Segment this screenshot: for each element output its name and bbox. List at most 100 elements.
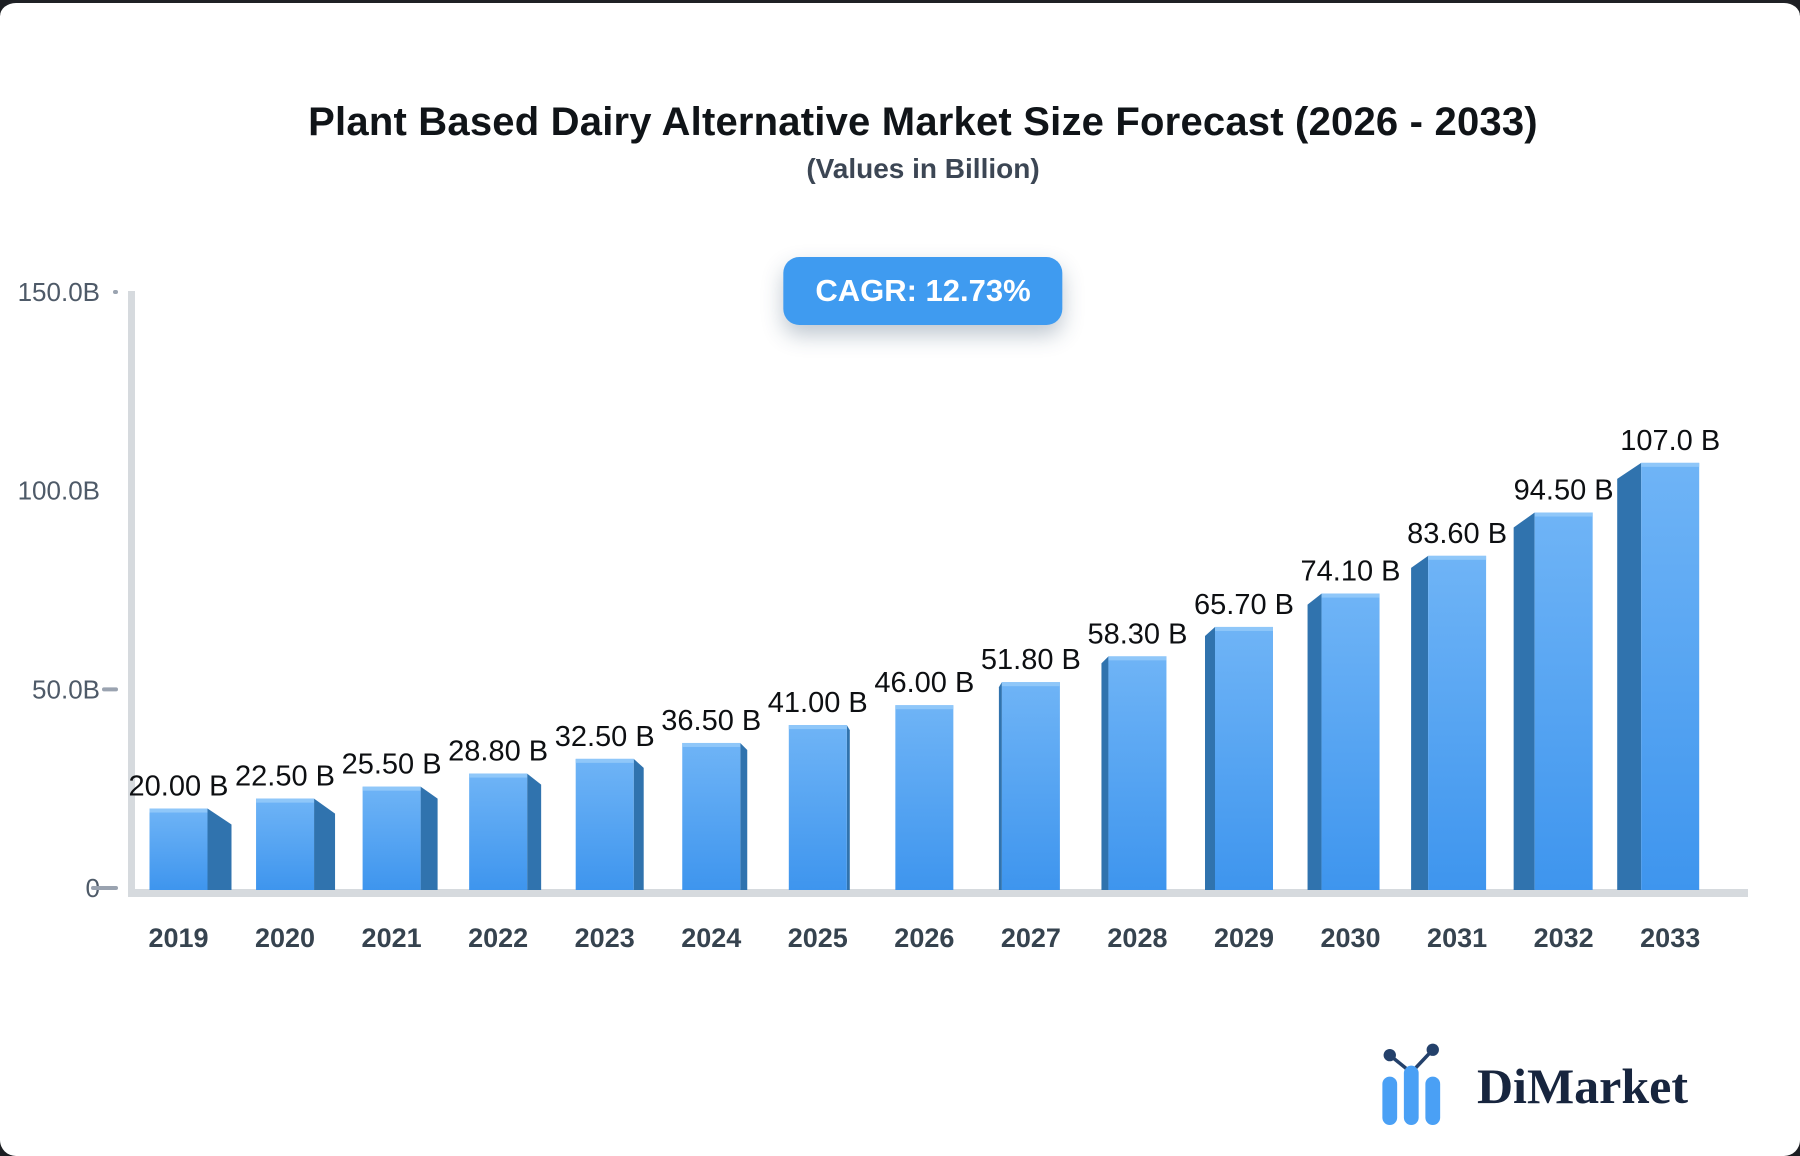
y-tick-label-150: 150.0B <box>18 277 100 307</box>
bar-group-2020: 22.50 B 2020 <box>235 761 336 953</box>
bar-value-label: 65.70 B <box>1194 589 1294 621</box>
bar-side-face <box>740 742 748 890</box>
bar-side-face <box>1101 656 1109 890</box>
x-tick-label-2020: 2020 <box>255 923 315 953</box>
y-tick-mark-0 <box>91 886 118 890</box>
bar-front-face <box>1428 555 1487 890</box>
x-tick-label-2023: 2023 <box>575 923 635 953</box>
bar-group-2022: 28.80 B 2022 <box>448 736 548 953</box>
cagr-badge: CAGR: 12.73% <box>783 257 1063 325</box>
bar-group-2024: 36.50 B 2024 <box>661 705 761 953</box>
bar-value-label: 83.60 B <box>1407 518 1507 550</box>
bar-top-highlight <box>895 705 954 710</box>
bar-front-face <box>895 705 954 890</box>
brand-name: DiMarket <box>1476 1058 1688 1114</box>
bar-front-face <box>682 742 741 890</box>
y-tick-label-50: 50.0B <box>32 674 100 704</box>
bar-side-face <box>207 808 232 890</box>
bar-side-face <box>1307 593 1322 890</box>
bar-top-highlight <box>469 773 528 778</box>
bar-group-2032: 94.50 B 2032 <box>1513 475 1614 953</box>
bar-front-face <box>575 758 634 890</box>
x-tick-label-2033: 2033 <box>1640 923 1700 953</box>
bar-front-face <box>1534 512 1593 890</box>
bar-side-face <box>420 786 438 890</box>
bar-top-highlight <box>362 786 421 791</box>
x-tick-label-2022: 2022 <box>468 923 528 953</box>
bar-side-face <box>633 758 644 890</box>
bar-value-label: 28.80 B <box>448 736 548 768</box>
y-tick-mark-150 <box>113 290 118 294</box>
bar-top-highlight <box>1321 593 1380 598</box>
bar-top-highlight <box>682 742 741 747</box>
bar-line-chart-icon <box>1382 1043 1441 1125</box>
bar-side-face <box>846 725 850 890</box>
bar-value-label: 36.50 B <box>661 705 761 737</box>
bar-value-label: 32.50 B <box>555 721 655 753</box>
bar-side-face <box>527 773 542 890</box>
x-tick-label-2030: 2030 <box>1321 923 1381 953</box>
bar-group-2026: 46.00 B 2026 <box>874 667 974 953</box>
bar-top-highlight <box>1108 656 1167 661</box>
bar-front-face <box>1108 656 1167 890</box>
chart-subtitle: (Values in Billion) <box>806 153 1040 184</box>
bar-group-2028: 58.30 B 2028 <box>1087 618 1187 953</box>
bar-group-2019: 20.00 B 2019 <box>129 771 232 953</box>
bar-top-highlight <box>1001 682 1060 687</box>
bar-top-highlight <box>149 808 208 813</box>
bar-group-2030: 74.10 B 2030 <box>1301 556 1401 953</box>
x-tick-label-2031: 2031 <box>1427 923 1487 953</box>
bar-front-face <box>788 725 847 890</box>
bar-front-face <box>1215 626 1273 890</box>
bar-top-highlight <box>1534 512 1593 517</box>
bar-value-label: 94.50 B <box>1514 475 1614 507</box>
x-tick-label-2019: 2019 <box>148 923 208 953</box>
x-tick-label-2032: 2032 <box>1534 923 1594 953</box>
x-tick-label-2024: 2024 <box>681 923 741 953</box>
bar-front-face <box>1641 462 1700 890</box>
x-tick-label-2028: 2028 <box>1107 923 1167 953</box>
bar-front-face <box>1001 682 1060 890</box>
x-tick-label-2021: 2021 <box>362 923 422 953</box>
bar-side-face <box>1617 462 1642 890</box>
bar-value-label: 25.50 B <box>342 749 442 781</box>
bar-value-label: 20.00 B <box>129 771 229 803</box>
bar-value-label: 46.00 B <box>874 667 974 699</box>
bar-group-2033: 107.0 B 2033 <box>1617 425 1720 953</box>
y-tick-label-100: 100.0B <box>18 476 100 506</box>
bar-group-2029: 65.70 B 2029 <box>1194 589 1294 953</box>
x-tick-label-2029: 2029 <box>1214 923 1274 953</box>
bar-front-face <box>149 808 208 890</box>
bar-value-label: 51.80 B <box>981 644 1081 676</box>
bar-top-highlight <box>1641 462 1700 467</box>
x-tick-label-2026: 2026 <box>894 923 954 953</box>
bar-side-face <box>1205 626 1215 890</box>
bar-side-face <box>998 682 1002 890</box>
bar-group-2021: 25.50 B 2021 <box>342 749 442 953</box>
bar-group-2031: 83.60 B 2031 <box>1407 518 1507 953</box>
bar-top-highlight <box>1215 626 1273 631</box>
y-tick-mark-50 <box>102 687 118 692</box>
bar-group-2023: 32.50 B 2023 <box>555 721 655 953</box>
bar-top-highlight <box>256 798 315 803</box>
chart-title: Plant Based Dairy Alternative Market Siz… <box>308 100 1538 144</box>
bar-side-face <box>1411 555 1429 890</box>
bar-side-face <box>1513 512 1535 890</box>
logo-bars <box>1382 1065 1441 1125</box>
bar-side-face <box>314 798 336 890</box>
bar-group-2025: 41.00 B 2025 <box>768 687 868 953</box>
bar-value-label: 74.10 B <box>1301 556 1401 588</box>
bar-value-label: 41.00 B <box>768 687 868 719</box>
x-tick-label-2025: 2025 <box>788 923 848 953</box>
brand-logo: DiMarket <box>1377 1039 1688 1125</box>
bar-group-2027: 51.80 B 2027 <box>981 644 1081 953</box>
bar-front-face <box>1321 593 1380 890</box>
bar-top-highlight <box>575 758 634 763</box>
axis-y-line <box>128 291 135 889</box>
bar-front-face <box>469 773 528 890</box>
bar-front-face <box>362 786 421 890</box>
x-tick-label-2027: 2027 <box>1001 923 1061 953</box>
bar-value-label: 22.50 B <box>235 761 335 793</box>
